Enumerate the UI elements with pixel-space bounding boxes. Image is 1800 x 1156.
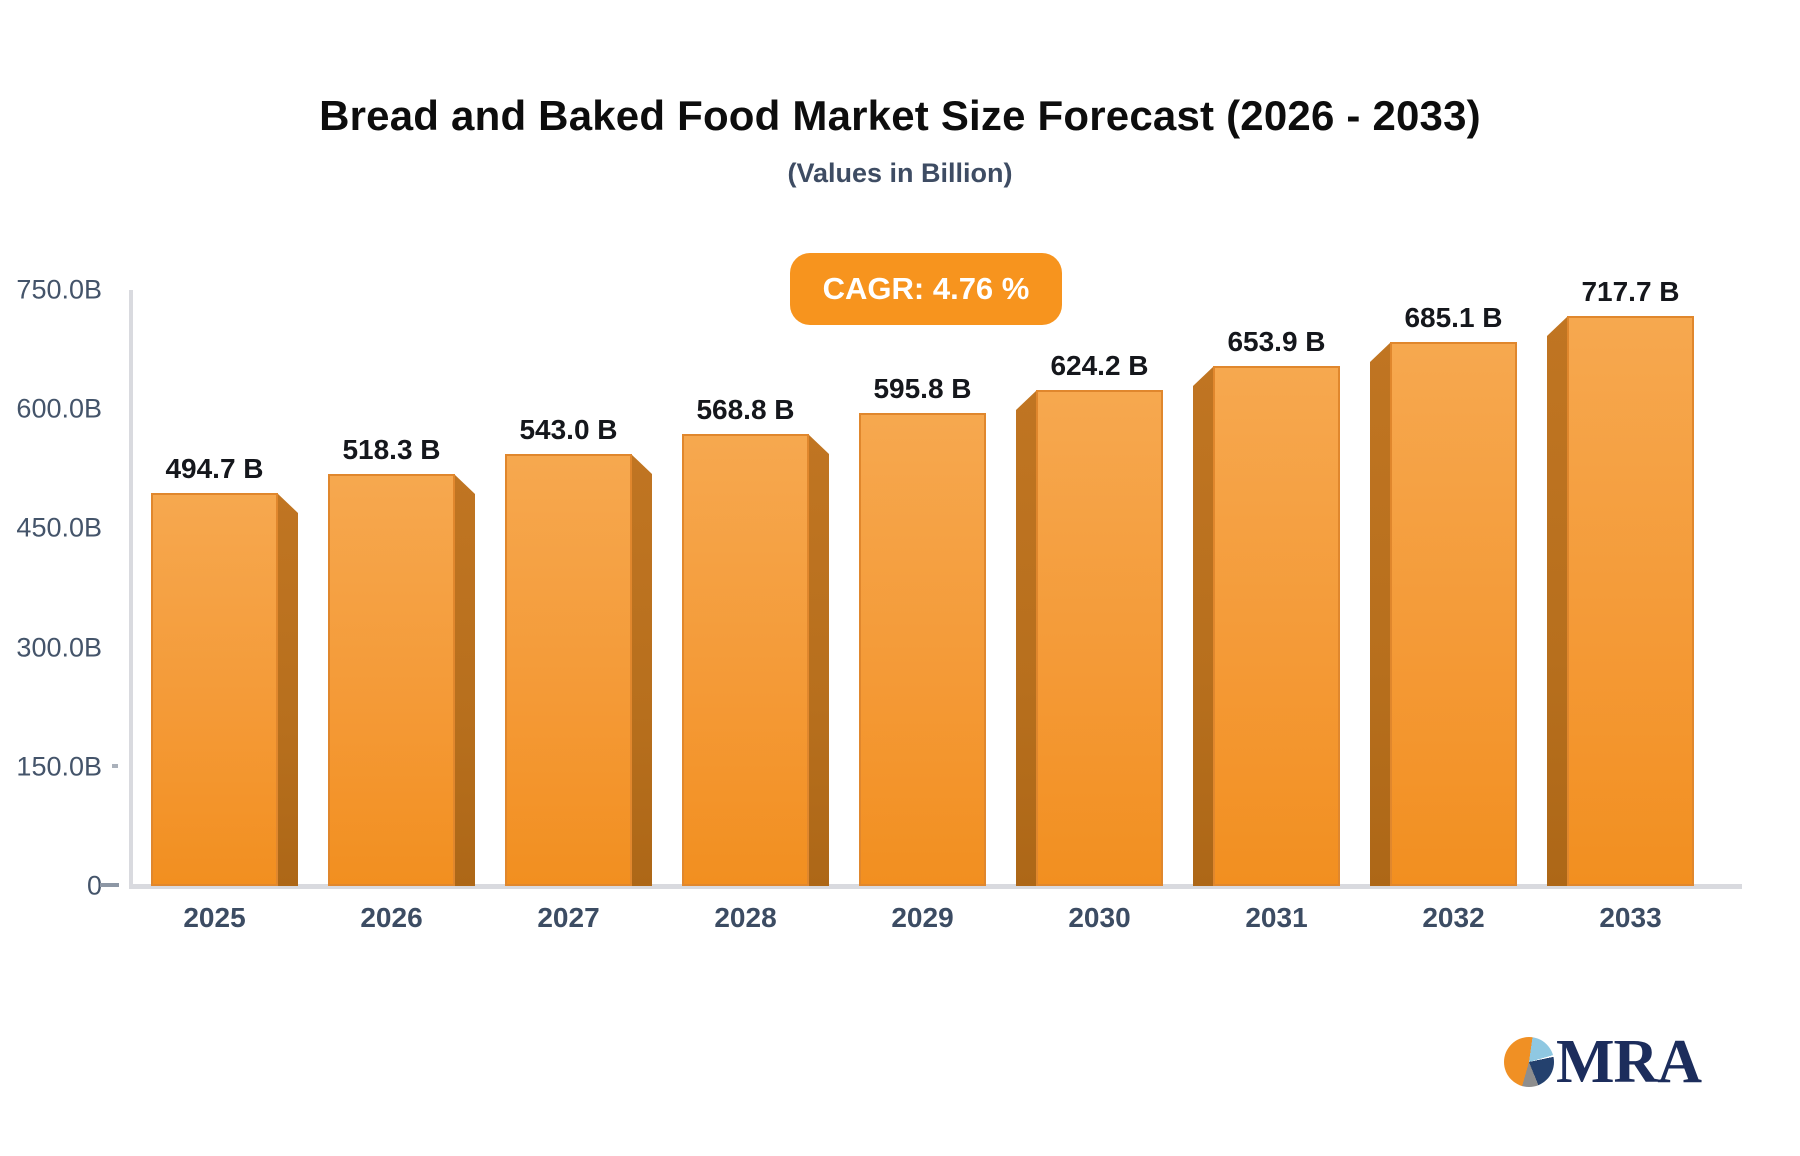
y-axis-tick-label: 300.0B xyxy=(16,632,102,663)
y-axis-zero-tick xyxy=(100,883,119,887)
bar-value-label: 595.8 B xyxy=(873,373,972,404)
bar-value-label: 685.1 B xyxy=(1404,302,1503,333)
bar-value-label: 568.8 B xyxy=(696,394,795,425)
x-axis-tick-label: 2025 xyxy=(183,902,246,933)
bar-3d-side xyxy=(1193,366,1214,886)
bar-2026 xyxy=(328,474,455,886)
bar-value-label: 518.3 B xyxy=(342,434,441,465)
bar-3d-side xyxy=(1016,390,1037,886)
mra-logo: MRA xyxy=(1504,1028,1702,1096)
y-axis-tick-label: 600.0B xyxy=(16,393,102,424)
x-axis-tick-label: 2031 xyxy=(1245,902,1308,933)
y-axis-minor-tick xyxy=(112,763,118,768)
y-axis-tick-label: 150.0B xyxy=(16,751,102,782)
bar-3d-side xyxy=(808,434,829,886)
y-axis-tick-label: 750.0B xyxy=(16,274,102,305)
x-axis-baseline xyxy=(129,884,1742,889)
bar-2029 xyxy=(859,413,986,886)
cagr-badge-label: CAGR: 4.76 % xyxy=(822,271,1030,306)
logo-text: MRA xyxy=(1556,1028,1702,1096)
cagr-badge: CAGR: 4.76 % xyxy=(790,253,1062,325)
x-axis-tick-label: 2033 xyxy=(1599,902,1662,933)
y-axis-tick-label: 450.0B xyxy=(16,512,102,543)
y-axis-line xyxy=(129,290,133,886)
bar-value-label: 624.2 B xyxy=(1050,350,1149,381)
chart-subtitle: (Values in Billion) xyxy=(787,158,1013,188)
bar-2032 xyxy=(1390,342,1517,886)
bar-2031 xyxy=(1213,366,1340,886)
bar-2028 xyxy=(682,434,809,886)
x-axis-tick-label: 2028 xyxy=(714,902,777,933)
bar-2033 xyxy=(1567,316,1694,886)
bar-value-label: 494.7 B xyxy=(165,453,264,484)
bar-3d-side xyxy=(631,454,652,886)
bar-2030 xyxy=(1036,390,1163,886)
y-axis-tick-label: 0 xyxy=(86,870,102,901)
bar-3d-side xyxy=(1370,342,1391,886)
pie-chart-logo-icon xyxy=(1504,1037,1554,1087)
bar-3d-side xyxy=(277,493,298,886)
x-axis-tick-label: 2032 xyxy=(1422,902,1485,933)
bar-3d-side xyxy=(1547,316,1568,886)
bar-value-label: 653.9 B xyxy=(1227,326,1326,357)
x-axis-tick-label: 2030 xyxy=(1068,902,1131,933)
bar-3d-side xyxy=(454,474,475,886)
x-axis-tick-label: 2029 xyxy=(891,902,954,933)
bar-2025 xyxy=(151,493,278,886)
x-axis-tick-label: 2027 xyxy=(537,902,600,933)
x-axis-tick-label: 2026 xyxy=(360,902,423,933)
bar-value-label: 717.7 B xyxy=(1581,276,1680,307)
bar-2027 xyxy=(505,454,632,886)
chart-title: Bread and Baked Food Market Size Forecas… xyxy=(319,92,1481,139)
bar-value-label: 543.0 B xyxy=(519,414,618,445)
